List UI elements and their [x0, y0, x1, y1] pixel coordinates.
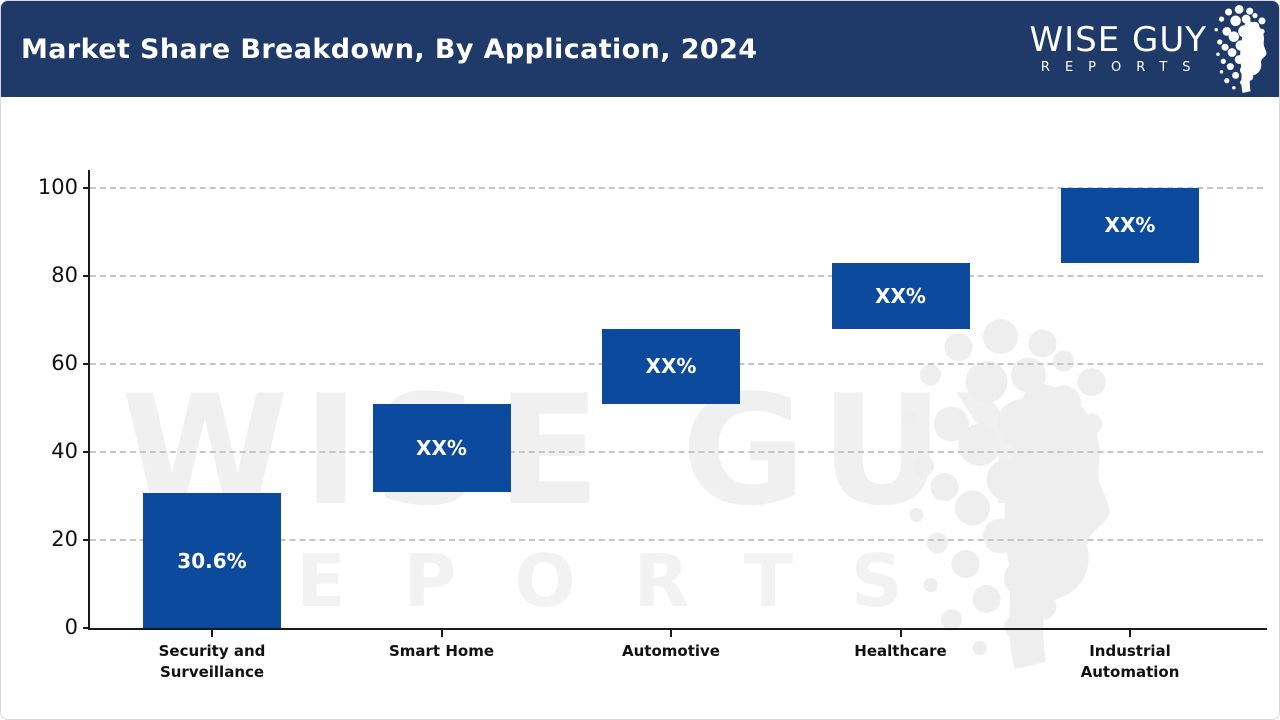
bar: XX%: [1061, 188, 1199, 263]
x-tick-label: Security and Surveillance: [158, 642, 266, 681]
bar-value-label: 30.6%: [177, 548, 247, 573]
x-tick-mark: [1129, 630, 1131, 637]
x-tick-mark: [899, 630, 902, 637]
gridline: [90, 451, 1263, 453]
y-tick-mark: [83, 363, 90, 365]
bar-value-label: XX%: [416, 435, 467, 460]
wiseguy-logo: WISE GUY REPORTS: [1029, 5, 1271, 93]
x-tick-label: Industrial Automation: [1080, 642, 1180, 681]
bar-value-label: XX%: [875, 283, 926, 308]
chart-area: WISE GUY REPORTS 0 20 40 60 80 100 30.6% Securi…: [1, 97, 1279, 719]
x-axis-line: [88, 628, 1267, 630]
header: Market Share Breakdown, By Application, …: [1, 1, 1279, 97]
y-tick-mark: [83, 451, 90, 453]
plot-area: 0 20 40 60 80 100 30.6% Security and Surveillan…: [1, 97, 1279, 719]
x-tick-label: Healthcare: [854, 642, 947, 660]
y-tick-label: 20: [51, 527, 78, 551]
bar-value-label: XX%: [645, 354, 697, 379]
x-tick-mark: [440, 630, 443, 637]
x-tick-label: Automotive: [622, 642, 720, 660]
bar: XX%: [602, 328, 740, 404]
y-tick-label: 60: [51, 351, 78, 375]
y-axis-line: [88, 170, 90, 630]
bar-value-label: XX%: [1104, 213, 1156, 238]
wiseguy-head-icon: [1214, 5, 1267, 93]
x-tick-mark: [670, 630, 672, 637]
bar: 30.6%: [143, 493, 281, 628]
gridline: [90, 275, 1263, 277]
y-tick-label: 80: [51, 263, 78, 287]
bar: XX%: [372, 403, 511, 492]
y-tick-mark: [83, 627, 90, 629]
bar: XX%: [831, 262, 970, 329]
y-tick-label: 40: [51, 439, 78, 463]
gridline: [90, 187, 1263, 189]
y-tick-label: 0: [64, 615, 78, 639]
x-tick-mark: [211, 630, 213, 637]
logo-text: WISE GUY REPORTS: [1029, 19, 1207, 76]
gridline: [90, 539, 1263, 541]
y-tick-mark: [83, 539, 90, 541]
logo-wiseguy-text: WISE GUY: [1029, 19, 1207, 60]
y-tick-mark: [83, 275, 90, 277]
y-tick-mark: [83, 187, 90, 189]
logo-reports-text: REPORTS: [1040, 60, 1206, 76]
x-tick-label: Smart Home: [388, 642, 494, 660]
y-tick-label: 100: [37, 175, 78, 199]
chart-title: Market Share Breakdown, By Application, …: [21, 33, 758, 65]
